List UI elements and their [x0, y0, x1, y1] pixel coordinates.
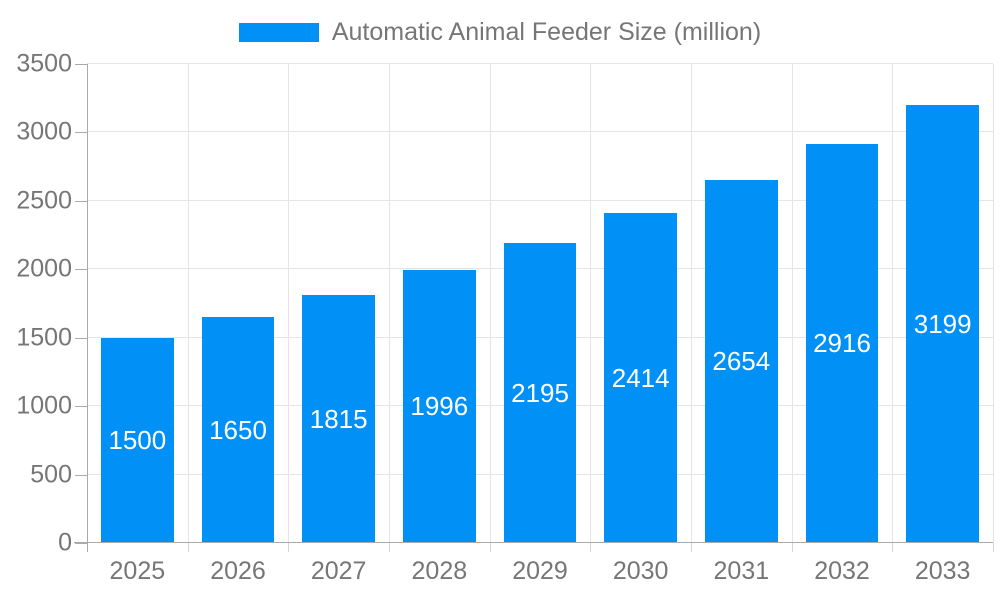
y-axis-tick: [75, 543, 87, 544]
y-axis-tick: [75, 474, 87, 476]
x-axis-tick: [187, 543, 189, 552]
gridline-horizontal: [87, 131, 993, 133]
y-axis-line: [87, 64, 88, 543]
gridline-vertical: [590, 64, 592, 543]
x-axis-tick: [87, 543, 88, 552]
y-axis-tick: [75, 64, 87, 65]
x-tick-label: 2025: [109, 557, 166, 585]
bar: 1500: [100, 337, 174, 543]
gridline-vertical: [691, 64, 692, 543]
y-tick-label: 500: [30, 460, 72, 489]
y-axis-tick: [75, 406, 87, 408]
gridline-vertical: [389, 64, 390, 543]
x-axis-tick: [993, 543, 994, 552]
plot-area: 1500 1650 1815 1996 2195 2414 2654 2916 3199: [74, 63, 994, 543]
bar-value-label: 1650: [209, 415, 267, 446]
bar-value-label: 2654: [712, 346, 771, 377]
y-tick-label: 1000: [16, 391, 72, 420]
x-axis-tick: [389, 543, 390, 552]
x-axis-tick: [288, 543, 290, 552]
y-tick-label: 0: [58, 528, 72, 557]
y-axis-tick: [75, 200, 87, 202]
bar: 1815: [302, 294, 376, 543]
x-tick-label: 2026: [210, 557, 266, 585]
bar: 2916: [805, 143, 879, 543]
x-tick-label: 2031: [713, 557, 770, 585]
x-tick-label: 2032: [814, 557, 870, 585]
x-tick-label: 2028: [411, 557, 468, 585]
bar: 1996: [402, 269, 476, 543]
x-axis-tick: [791, 543, 793, 552]
y-axis-tick: [75, 132, 87, 134]
bar-value-label: 2916: [813, 328, 871, 359]
legend-swatch: [238, 22, 319, 42]
y-axis-tick: [75, 269, 87, 271]
bar: 1650: [201, 317, 275, 543]
x-axis-tick: [590, 543, 592, 552]
x-axis-line: [74, 542, 993, 543]
x-tick-label: 2027: [310, 557, 367, 585]
x-axis-tick: [892, 543, 894, 552]
y-tick-label: 1500: [16, 323, 72, 352]
bar-value-label: 2414: [611, 362, 670, 393]
gridline-horizontal: [87, 199, 993, 201]
gridline-vertical: [993, 64, 994, 543]
x-axis-tick: [489, 543, 491, 552]
gridline-horizontal: [87, 63, 993, 64]
x-tick-label: 2030: [612, 557, 669, 585]
bar-value-label: 1815: [309, 403, 368, 434]
bar-value-label: 1996: [410, 391, 469, 422]
bar: 3199: [906, 105, 980, 543]
gridline-vertical: [791, 64, 793, 543]
legend-series-label: Automatic Animal Feeder Size (million): [331, 17, 762, 46]
bar-value-label: 2195: [511, 377, 569, 408]
y-axis-tick: [75, 337, 87, 339]
y-tick-label: 2500: [16, 186, 72, 215]
y-tick-label: 3500: [16, 49, 72, 78]
x-tick-label: 2033: [914, 557, 971, 585]
bar: 2654: [704, 179, 778, 543]
bar-value-label: 1500: [108, 425, 167, 456]
gridline-vertical: [288, 64, 290, 543]
gridline-vertical: [187, 64, 189, 543]
bar: 2414: [604, 212, 678, 543]
bar: 2195: [503, 242, 577, 543]
x-tick-label: 2029: [512, 557, 568, 585]
x-axis-tick: [691, 543, 692, 552]
y-tick-label: 3000: [16, 117, 72, 146]
legend-item[interactable]: Automatic Animal Feeder Size (million): [0, 17, 1000, 46]
gridline-vertical: [892, 64, 894, 543]
gridline-vertical: [489, 64, 491, 543]
y-tick-label: 2000: [16, 254, 72, 283]
bar-value-label: 3199: [913, 309, 972, 340]
